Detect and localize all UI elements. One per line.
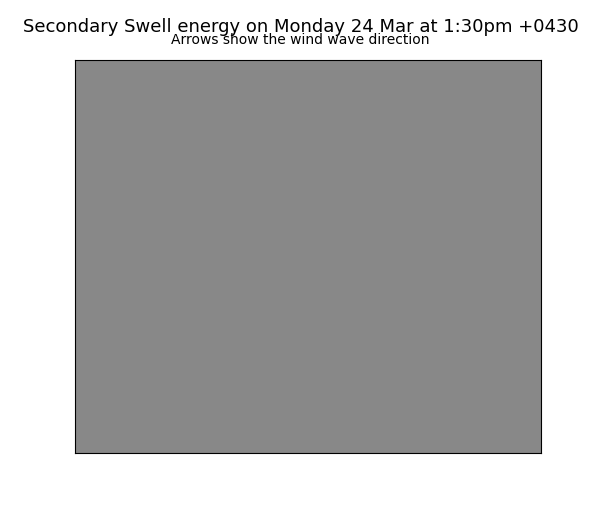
Text: Secondary Swell energy on Monday 24 Mar at 1:30pm +0430: Secondary Swell energy on Monday 24 Mar … [23, 18, 578, 36]
Text: Arrows show the wind wave direction: Arrows show the wind wave direction [171, 33, 430, 47]
